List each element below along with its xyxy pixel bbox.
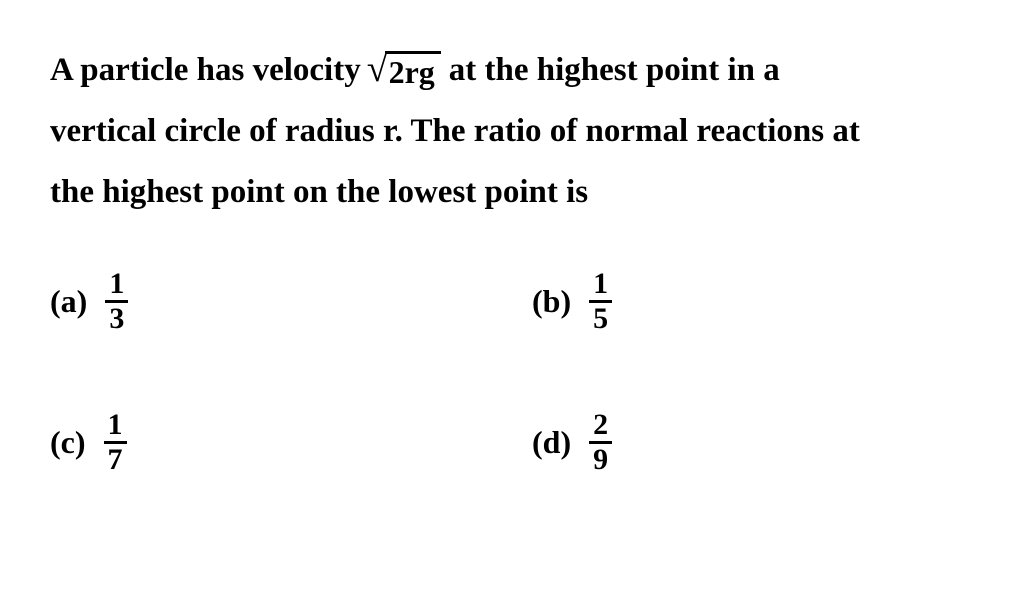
option-d[interactable]: (d) 2 9 xyxy=(532,409,974,475)
question-line1-part1: A particle has velocity xyxy=(50,40,361,101)
question-text: A particle has velocity √ 2rg at the hig… xyxy=(50,40,974,223)
option-b-fraction: 1 5 xyxy=(589,268,612,334)
option-a-num: 1 xyxy=(107,268,126,300)
option-a-den: 3 xyxy=(105,300,128,335)
question-line-2: vertical circle of radius r. The ratio o… xyxy=(50,101,974,162)
question-line-3: the highest point on the lowest point is xyxy=(50,162,974,223)
option-c[interactable]: (c) 1 7 xyxy=(50,409,492,475)
option-c-num: 1 xyxy=(106,409,125,441)
option-d-fraction: 2 9 xyxy=(589,409,612,475)
sqrt-expression: √ 2rg xyxy=(367,51,441,91)
option-a-fraction: 1 3 xyxy=(105,268,128,334)
option-d-label: (d) xyxy=(532,424,571,461)
radicand: 2rg xyxy=(385,51,441,91)
sqrt-sign: √ xyxy=(367,50,388,88)
option-a-label: (a) xyxy=(50,283,87,320)
option-d-num: 2 xyxy=(591,409,610,441)
option-c-den: 7 xyxy=(104,441,127,476)
options-grid: (a) 1 3 (b) 1 5 (c) 1 7 (d) 2 9 xyxy=(50,268,974,475)
option-b-den: 5 xyxy=(589,300,612,335)
option-a[interactable]: (a) 1 3 xyxy=(50,268,492,334)
option-b[interactable]: (b) 1 5 xyxy=(532,268,974,334)
option-c-label: (c) xyxy=(50,424,86,461)
question-line2-text: vertical circle of radius r. The ratio o… xyxy=(50,101,860,162)
option-d-den: 9 xyxy=(589,441,612,476)
question-line1-part2: at the highest point in a xyxy=(449,40,780,101)
question-line3-text: the highest point on the lowest point is xyxy=(50,162,588,223)
option-b-num: 1 xyxy=(591,268,610,300)
question-line-1: A particle has velocity √ 2rg at the hig… xyxy=(50,40,974,101)
option-b-label: (b) xyxy=(532,283,571,320)
option-c-fraction: 1 7 xyxy=(104,409,127,475)
